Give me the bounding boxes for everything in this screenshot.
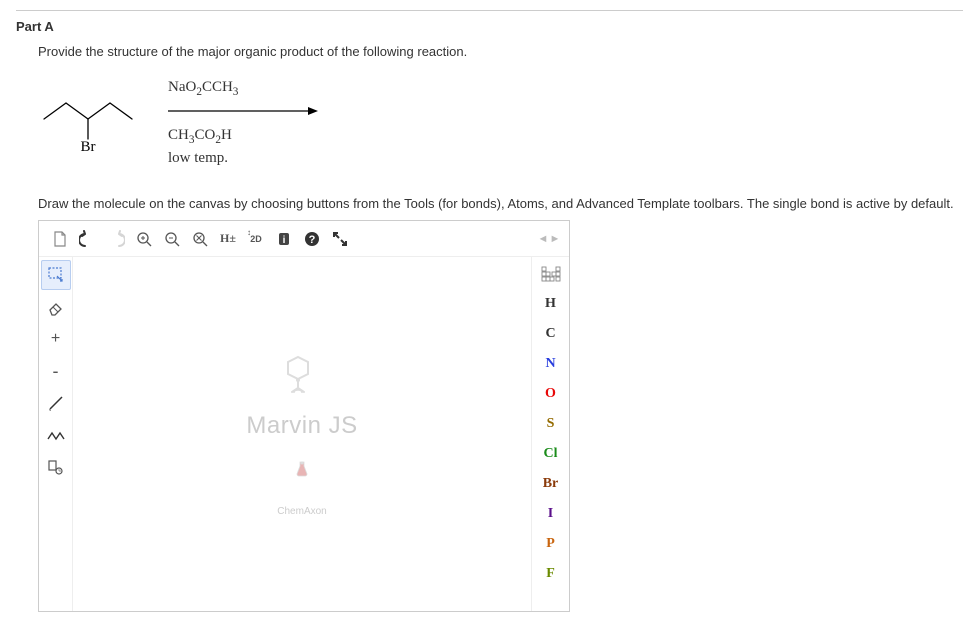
zoom-in-icon[interactable] bbox=[131, 226, 157, 252]
right-toolbar: H C N O S Cl Br I P F bbox=[531, 257, 569, 611]
reactant-structure: Br bbox=[38, 91, 148, 155]
single-bond-icon[interactable] bbox=[41, 388, 71, 418]
reaction-arrow-group: NaO2CCH3 CH3CO2H low temp. bbox=[168, 77, 318, 169]
atom-P[interactable]: P bbox=[536, 530, 566, 558]
chemaxon-flask-icon bbox=[294, 460, 310, 478]
nav-prev-icon[interactable]: ◄ bbox=[537, 231, 549, 247]
svg-text:?: ? bbox=[309, 234, 316, 246]
reagent-top: NaO2CCH3 bbox=[168, 77, 318, 100]
marvin-editor: H± ↕ 2D i ? ◄ ► bbox=[38, 220, 570, 612]
charge-plus-icon[interactable]: + bbox=[41, 324, 71, 354]
marvin-brand-icon bbox=[276, 352, 328, 404]
rect-select-icon[interactable] bbox=[41, 260, 71, 290]
canvas-brand-sublabel: ChemAxon bbox=[277, 506, 326, 517]
top-toolbar: H± ↕ 2D i ? ◄ ► bbox=[39, 221, 569, 257]
left-toolbar: + - bbox=[39, 257, 73, 611]
br-label: Br bbox=[81, 139, 96, 155]
chain-icon[interactable] bbox=[41, 420, 71, 450]
top-divider bbox=[16, 10, 963, 11]
charge-minus-icon[interactable]: - bbox=[41, 356, 71, 386]
canvas-brand-title: Marvin JS bbox=[246, 412, 357, 440]
periodic-table-icon[interactable] bbox=[536, 260, 566, 288]
atom-F[interactable]: F bbox=[536, 560, 566, 588]
atom-Cl[interactable]: Cl bbox=[536, 440, 566, 468]
reaction-arrow bbox=[168, 104, 318, 118]
new-doc-icon[interactable] bbox=[47, 226, 73, 252]
eraser-icon[interactable] bbox=[41, 292, 71, 322]
zoom-fit-icon[interactable] bbox=[187, 226, 213, 252]
drawing-canvas[interactable]: Marvin JS ChemAxon bbox=[73, 257, 531, 611]
fullscreen-icon[interactable] bbox=[327, 226, 353, 252]
question-prompt: Provide the structure of the major organ… bbox=[38, 44, 963, 59]
info-icon[interactable]: i bbox=[271, 226, 297, 252]
redo-icon[interactable] bbox=[103, 226, 129, 252]
toolbar-nav: ◄ ► bbox=[537, 231, 561, 247]
zoom-out-icon[interactable] bbox=[159, 226, 185, 252]
question-body: Provide the structure of the major organ… bbox=[16, 44, 963, 612]
clean2d-icon[interactable]: ↕ 2D bbox=[243, 226, 269, 252]
atom-H[interactable]: H bbox=[536, 290, 566, 318]
nav-next-icon[interactable]: ► bbox=[549, 231, 561, 247]
atom-C[interactable]: C bbox=[536, 320, 566, 348]
atom-N[interactable]: N bbox=[536, 350, 566, 378]
atom-S[interactable]: S bbox=[536, 410, 566, 438]
template-icon[interactable] bbox=[41, 452, 71, 482]
part-label: Part A bbox=[16, 19, 963, 34]
atom-O[interactable]: O bbox=[536, 380, 566, 408]
instruction-text: Draw the molecule on the canvas by choos… bbox=[38, 195, 963, 213]
reagent-mid: CH3CO2H bbox=[168, 125, 318, 148]
atom-Br[interactable]: Br bbox=[536, 470, 566, 498]
help-icon[interactable]: ? bbox=[299, 226, 325, 252]
reagent-bottom: low temp. bbox=[168, 148, 318, 168]
hplusminus-icon[interactable]: H± bbox=[215, 226, 241, 252]
atom-I[interactable]: I bbox=[536, 500, 566, 528]
editor-body: + - Marvin JS bbox=[39, 257, 569, 611]
reaction-scheme: Br NaO2CCH3 CH3CO2H low temp. bbox=[38, 77, 963, 169]
svg-text:i: i bbox=[283, 235, 286, 246]
undo-icon[interactable] bbox=[75, 226, 101, 252]
